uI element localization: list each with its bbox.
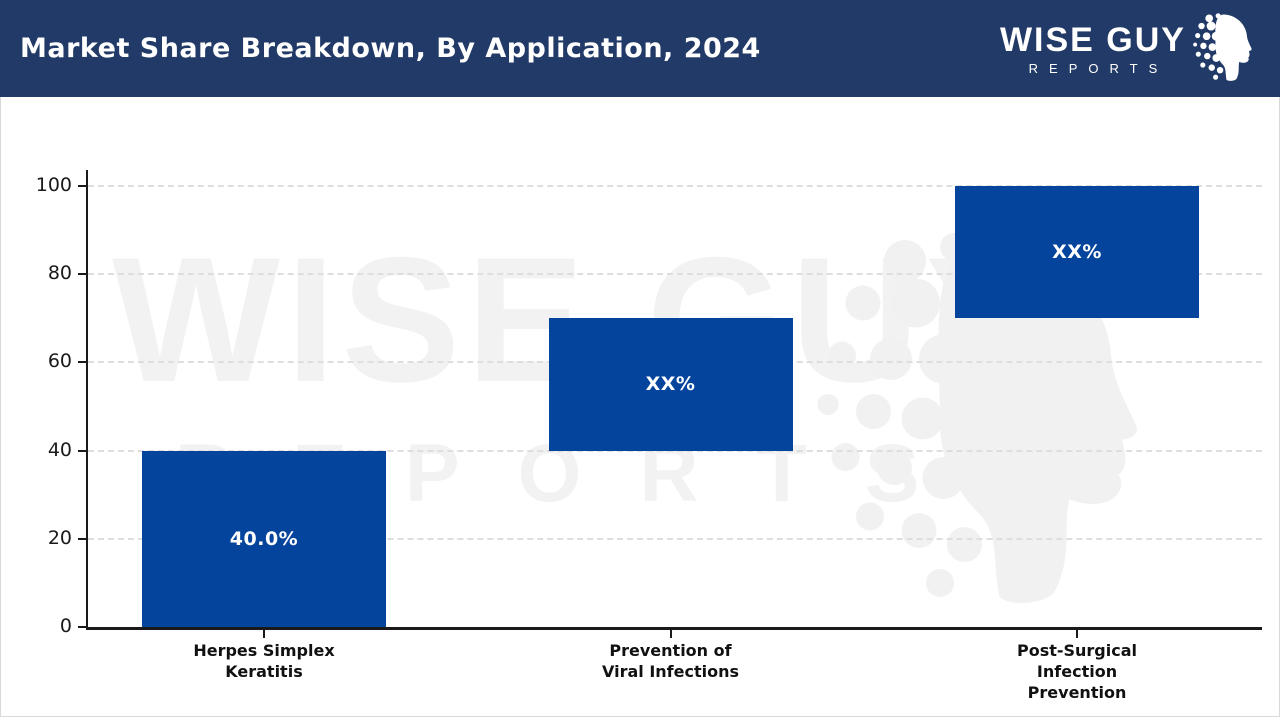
x-category-label-line: Herpes Simplex	[193, 641, 335, 660]
x-category-label-line: Keratitis	[225, 662, 303, 681]
x-category-label-line: Prevention of	[609, 641, 732, 660]
y-tick-label: 20	[47, 526, 72, 549]
page-title: Market Share Breakdown, By Application, …	[20, 33, 761, 64]
header-bar: Market Share Breakdown, By Application, …	[0, 0, 1280, 97]
x-tick-mark	[669, 629, 672, 638]
x-category-label: Herpes Simplex Keratitis	[124, 640, 404, 682]
y-tick-mark	[78, 537, 87, 540]
y-tick-label: 80	[47, 262, 72, 285]
brand-logo-text: WISE GUY REPORTS	[1000, 22, 1186, 76]
brand-subtitle: REPORTS	[1028, 60, 1169, 76]
gridline	[88, 273, 1262, 276]
x-tick-mark	[263, 629, 265, 638]
brand-name: WISE GUY	[999, 20, 1186, 59]
x-category-label: Post-Surgical Infection Prevention	[937, 640, 1217, 703]
y-axis-line	[86, 170, 88, 629]
y-tick-label: 60	[47, 350, 72, 373]
bar-value-label: XX%	[1052, 241, 1102, 264]
y-tick-mark	[78, 361, 87, 364]
brand-logo: WISE GUY REPORTS	[1000, 8, 1254, 89]
y-tick-mark	[78, 626, 87, 628]
bar-segment: 40.0%	[142, 450, 386, 627]
y-tick-label: 0	[59, 615, 72, 637]
chart-area: WISE GUY REPORTS 0 20 40 60 80 100 40.0% XX% XX%…	[0, 97, 1280, 717]
gridline	[88, 449, 1262, 452]
x-category-label-line: Prevention	[1027, 683, 1127, 702]
x-category-label-line: Post-Surgical	[1016, 641, 1138, 660]
gridline	[88, 537, 1262, 540]
x-category-label: Prevention of Viral Infections	[531, 640, 811, 682]
y-tick-mark	[78, 185, 87, 187]
y-tick-mark	[78, 273, 87, 276]
y-tick-label: 100	[35, 174, 72, 196]
y-tick-mark	[78, 449, 87, 452]
x-tick-mark	[1076, 629, 1078, 638]
gridline	[88, 185, 1262, 187]
bar-segment: XX%	[955, 186, 1199, 319]
bar-value-label: 40.0%	[229, 527, 299, 550]
x-category-label-line: Viral Infections	[601, 662, 739, 681]
dotted-face-profile-icon	[1190, 8, 1254, 89]
x-category-label-line: Infection	[1036, 662, 1118, 681]
bar-value-label: XX%	[645, 373, 696, 396]
x-axis-line	[86, 627, 1262, 630]
bar-segment: XX%	[548, 318, 793, 451]
y-tick-label: 40	[47, 438, 72, 461]
